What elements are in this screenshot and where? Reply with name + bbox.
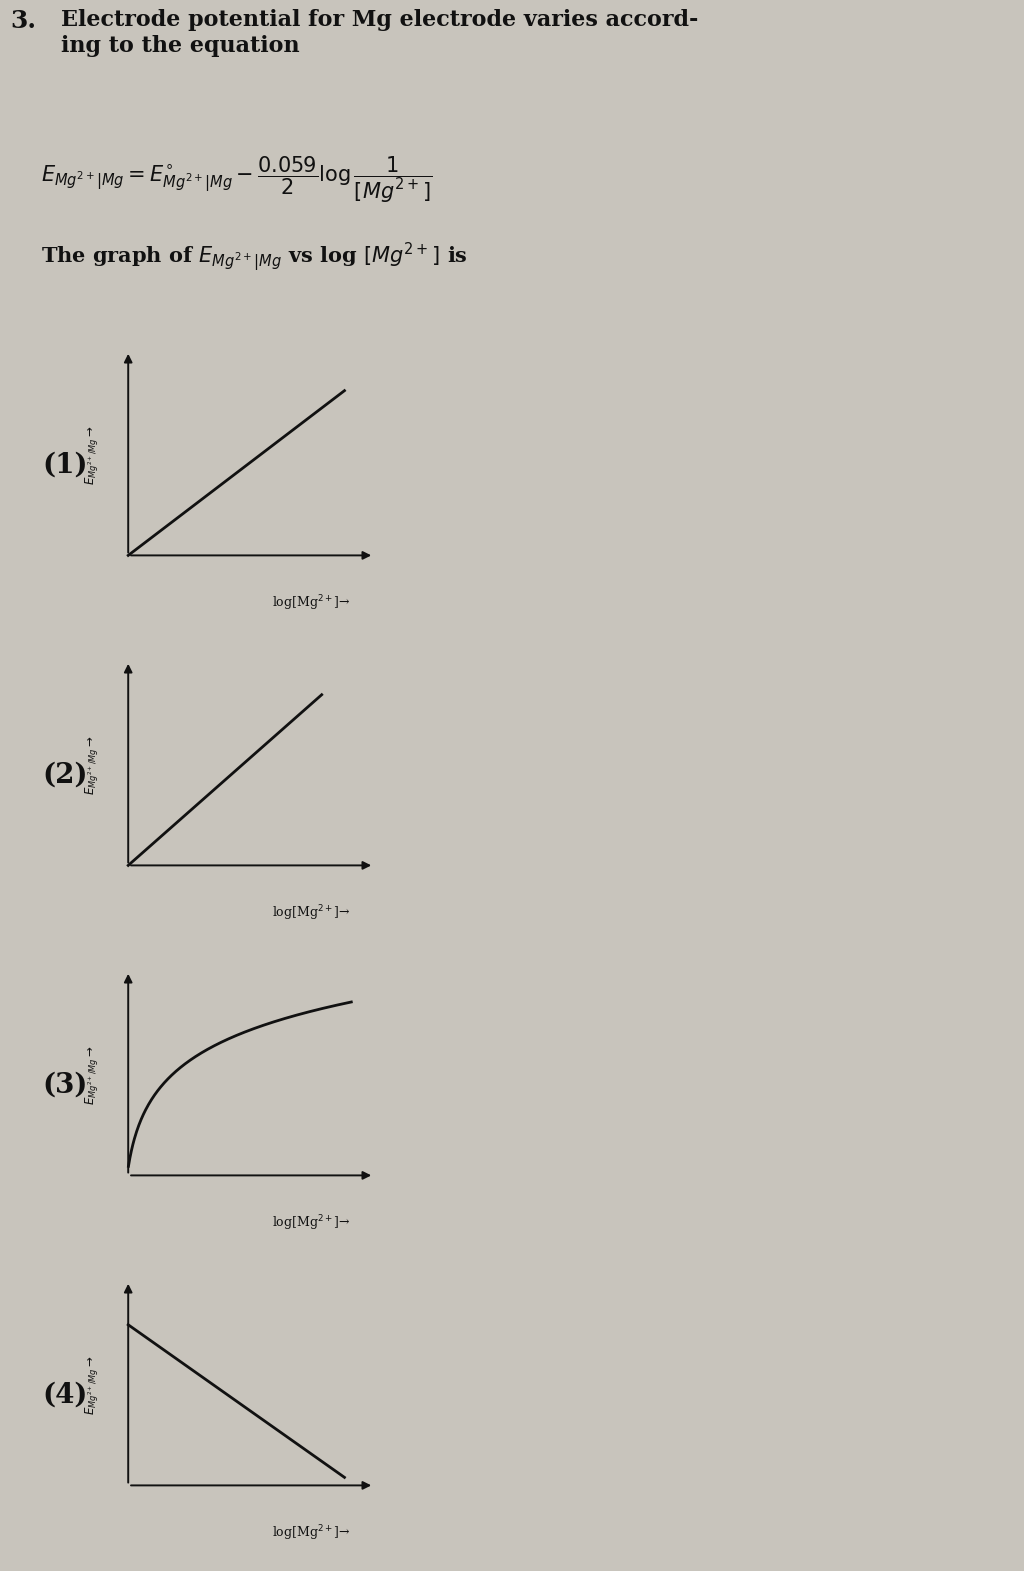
Text: $E_{Mg^{2+}/Mg}\rightarrow$: $E_{Mg^{2+}/Mg}\rightarrow$ xyxy=(83,735,100,795)
Text: $E_{Mg^{2+}/Mg}\rightarrow$: $E_{Mg^{2+}/Mg}\rightarrow$ xyxy=(83,1354,100,1415)
Text: log[Mg$^{2+}$]→: log[Mg$^{2+}$]→ xyxy=(272,1522,351,1543)
Text: (2): (2) xyxy=(42,762,88,789)
Text: (1): (1) xyxy=(42,451,88,479)
Text: 3.: 3. xyxy=(10,9,36,33)
Text: (3): (3) xyxy=(42,1071,88,1098)
Text: $E_{Mg^{2+}/Mg}\rightarrow$: $E_{Mg^{2+}/Mg}\rightarrow$ xyxy=(83,1045,100,1104)
Text: Electrode potential for Mg electrode varies accord-
ing to the equation: Electrode potential for Mg electrode var… xyxy=(61,9,698,57)
Text: log[Mg$^{2+}$]→: log[Mg$^{2+}$]→ xyxy=(272,1213,351,1233)
Text: $E_{Mg^{2+}/Mg}\rightarrow$: $E_{Mg^{2+}/Mg}\rightarrow$ xyxy=(83,424,100,485)
Text: (4): (4) xyxy=(42,1381,88,1409)
Text: The graph of $E_{Mg^{2+}|Mg}$ vs log $[Mg^{2+}]$ is: The graph of $E_{Mg^{2+}|Mg}$ vs log $[M… xyxy=(41,240,468,273)
Text: log[Mg$^{2+}$]→: log[Mg$^{2+}$]→ xyxy=(272,592,351,613)
Text: log[Mg$^{2+}$]→: log[Mg$^{2+}$]→ xyxy=(272,903,351,922)
Text: $E_{Mg^{2+}|Mg} = E^{\circ}_{Mg^{2+}|Mg} - \dfrac{0.059}{2}\log\dfrac{1}{[Mg^{2+: $E_{Mg^{2+}|Mg} = E^{\circ}_{Mg^{2+}|Mg}… xyxy=(41,156,432,206)
